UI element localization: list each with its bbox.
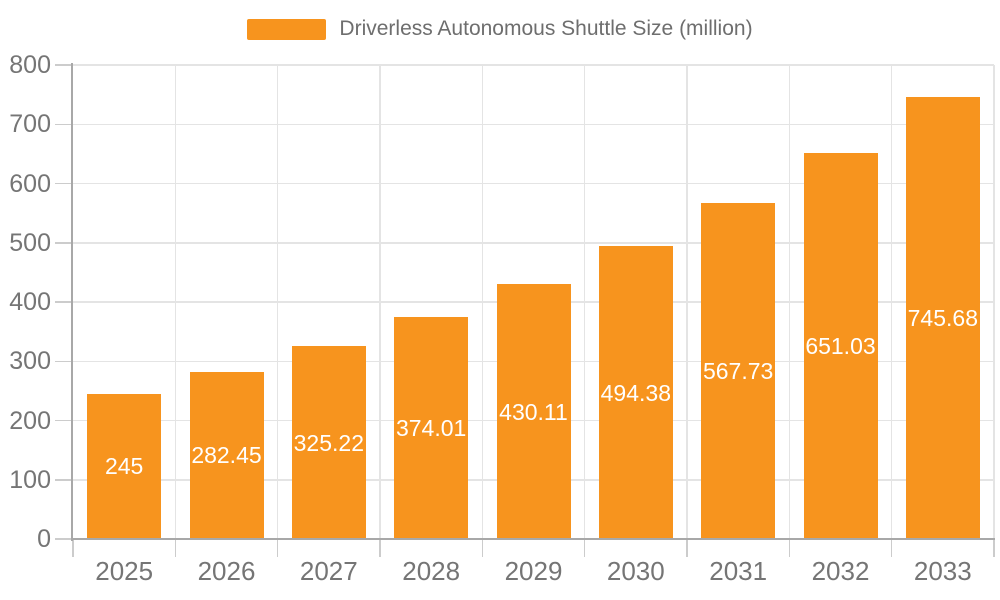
legend-label: Driverless Autonomous Shuttle Size (mill… bbox=[339, 17, 753, 40]
y-axis-label: 400 bbox=[9, 288, 51, 316]
bar-value-label: 325.22 bbox=[293, 429, 364, 456]
y-tick bbox=[55, 538, 73, 540]
x-axis-line bbox=[71, 538, 995, 540]
bar-2027 bbox=[291, 346, 366, 539]
x-gridline bbox=[174, 65, 177, 539]
x-tick bbox=[583, 539, 586, 557]
y-axis-label: 300 bbox=[9, 347, 51, 376]
bar-value-label: 567.73 bbox=[702, 357, 774, 384]
y-gridline bbox=[73, 64, 994, 66]
x-axis-label-2031: 2031 bbox=[709, 556, 768, 586]
x-tick bbox=[276, 539, 279, 557]
x-gridline bbox=[788, 65, 791, 539]
bar-2028 bbox=[394, 317, 469, 539]
x-gridline bbox=[276, 65, 279, 539]
x-tick bbox=[72, 539, 74, 557]
y-gridline bbox=[73, 123, 994, 125]
x-gridline bbox=[890, 65, 893, 539]
x-axis-label-2030: 2030 bbox=[606, 556, 665, 586]
y-axis-label: 100 bbox=[9, 465, 51, 494]
x-axis-label-2027: 2027 bbox=[299, 556, 358, 586]
bar-value-label: 430.11 bbox=[499, 398, 568, 425]
bar-value-label: 494.38 bbox=[600, 379, 671, 406]
bar-2032 bbox=[803, 153, 878, 539]
y-axis-label: 200 bbox=[9, 406, 51, 435]
x-axis-label-2032: 2032 bbox=[811, 556, 870, 586]
x-tick bbox=[379, 539, 381, 557]
y-axis-line bbox=[71, 63, 73, 541]
y-gridline bbox=[73, 182, 994, 185]
bar-2025 bbox=[87, 393, 162, 539]
legend-item[interactable]: Driverless Autonomous Shuttle Size (mill… bbox=[247, 14, 753, 44]
y-axis-label: 0 bbox=[37, 525, 51, 553]
legend: Driverless Autonomous Shuttle Size (mill… bbox=[0, 14, 1000, 44]
legend-swatch bbox=[247, 18, 327, 40]
x-axis-label-2029: 2029 bbox=[504, 556, 563, 586]
x-tick bbox=[174, 539, 177, 557]
y-tick bbox=[55, 301, 73, 303]
bar-2026 bbox=[189, 371, 264, 539]
x-gridline bbox=[686, 65, 688, 539]
y-axis-label: 800 bbox=[9, 51, 51, 79]
y-axis-label: 500 bbox=[9, 228, 51, 257]
x-axis-label-2033: 2033 bbox=[913, 556, 972, 586]
y-gridline bbox=[73, 242, 994, 244]
y-tick bbox=[55, 479, 73, 481]
x-gridline bbox=[379, 65, 381, 539]
bar-2031 bbox=[701, 202, 776, 539]
x-tick bbox=[890, 539, 893, 557]
x-gridline bbox=[583, 65, 586, 539]
bar-2029 bbox=[496, 284, 571, 539]
y-tick bbox=[55, 419, 73, 422]
x-tick bbox=[788, 539, 791, 557]
x-axis-label-2025: 2025 bbox=[95, 556, 154, 586]
bar-2033 bbox=[905, 97, 980, 539]
y-axis-label: 700 bbox=[9, 110, 51, 139]
bar-value-label: 374.01 bbox=[395, 415, 467, 442]
bar-value-label: 745.68 bbox=[907, 305, 978, 332]
bar-value-label: 245 bbox=[104, 453, 144, 480]
x-gridline bbox=[481, 65, 484, 539]
bar-2030 bbox=[598, 246, 673, 539]
x-axis-label-2028: 2028 bbox=[402, 556, 461, 586]
y-tick bbox=[55, 242, 73, 244]
x-tick bbox=[993, 539, 995, 557]
x-tick bbox=[686, 539, 688, 557]
bar-value-label: 651.03 bbox=[805, 333, 876, 360]
bar-value-label: 282.45 bbox=[191, 442, 262, 469]
y-tick bbox=[55, 360, 73, 362]
y-axis-label: 600 bbox=[9, 169, 51, 198]
y-tick bbox=[55, 123, 73, 125]
x-tick bbox=[481, 539, 484, 557]
x-gridline bbox=[993, 65, 995, 539]
x-axis-label-2026: 2026 bbox=[197, 556, 256, 586]
y-tick bbox=[55, 64, 73, 66]
y-tick bbox=[55, 182, 73, 185]
